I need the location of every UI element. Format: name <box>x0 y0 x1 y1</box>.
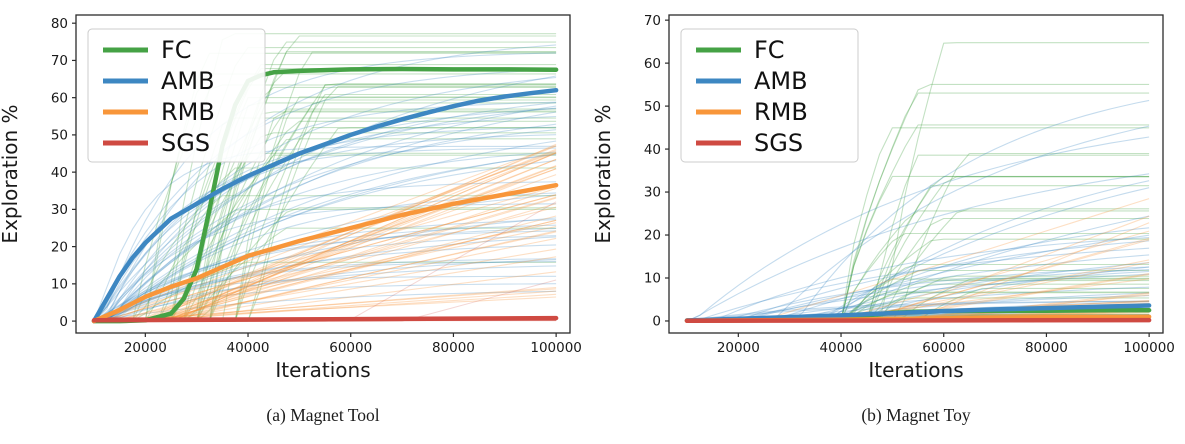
mean-line-SGS <box>91 315 559 323</box>
y-ticks: 0 10 20 30 40 50 60 70 80 <box>51 16 76 330</box>
y-tick-label: 70 <box>644 13 661 29</box>
legend-label: AMB <box>161 67 215 95</box>
x-tick-label: 60000 <box>922 340 965 356</box>
mean-line-SGS <box>684 317 1152 324</box>
panel-magnet-toy: 20000 40000 60000 80000 100000 0 10 20 30 40 50 60 7… <box>593 0 1185 444</box>
legend-label: RMB <box>161 98 215 126</box>
axes-frame <box>75 14 571 334</box>
legend-box <box>680 28 859 163</box>
legend-label: AMB <box>754 67 808 95</box>
x-ticks: 20000 40000 60000 80000 100000 <box>124 333 582 356</box>
legend-label: FC <box>754 36 785 64</box>
mean-line-AMB <box>91 87 559 324</box>
x-tick-label: 40000 <box>227 340 270 356</box>
legend-item-RMB: RMB <box>696 98 808 126</box>
y-tick-label: 30 <box>644 185 661 201</box>
line-chart-magnet-tool: 20000 40000 60000 80000 100000 0 10 20 30 40 50 60 7… <box>0 14 582 382</box>
panel-magnet-tool: 20000 40000 60000 80000 100000 0 10 20 30 40 50 60 7… <box>0 0 592 444</box>
y-tick-label: 10 <box>644 271 661 287</box>
x-axis-label: Iterations <box>868 358 963 382</box>
y-tick-label: 70 <box>51 53 68 69</box>
legend-item-FC: FC <box>696 36 785 64</box>
legend-item-RMB: RMB <box>103 98 215 126</box>
axes: 20000 40000 60000 80000 100000 0 10 20 30 40 50 60 7… <box>0 14 582 382</box>
axes: 20000 40000 60000 80000 100000 0 10 20 30 40 50 60 7… <box>593 13 1175 382</box>
y-tick-label: 20 <box>644 228 661 244</box>
y-tick-label: 50 <box>644 99 661 115</box>
axes-frame <box>668 14 1164 334</box>
x-tick-label: 20000 <box>124 340 167 356</box>
legend-box <box>87 28 266 163</box>
y-tick-label: 30 <box>51 202 68 218</box>
legend-label: RMB <box>754 98 808 126</box>
mean-line-AMB <box>684 303 1152 323</box>
legend-label: SGS <box>754 129 803 157</box>
x-tick-label: 100000 <box>1123 340 1175 356</box>
y-tick-label: 40 <box>644 142 661 158</box>
legend-item-SGS: SGS <box>103 129 210 157</box>
y-tick-label: 0 <box>652 314 661 330</box>
y-axis-label: Exploration % <box>0 104 22 243</box>
mean-line-RMB <box>91 182 559 324</box>
legend-item-AMB: AMB <box>103 67 215 95</box>
panel-caption-b: (b) Magnet Toy <box>861 405 971 425</box>
y-tick-label: 60 <box>51 90 68 106</box>
y-tick-label: 50 <box>51 128 68 144</box>
x-tick-label: 100000 <box>530 340 582 356</box>
x-tick-label: 60000 <box>329 340 372 356</box>
x-axis-label: Iterations <box>275 358 370 382</box>
y-tick-label: 0 <box>59 314 68 330</box>
y-tick-label: 10 <box>51 277 68 293</box>
x-tick-label: 20000 <box>717 340 760 356</box>
legend: FC AMB RMB SGS <box>87 28 266 163</box>
mean-lines <box>684 303 1152 324</box>
legend: FC AMB RMB SGS <box>680 28 859 163</box>
legend-label: SGS <box>161 129 210 157</box>
legend-item-FC: FC <box>103 36 192 64</box>
legend-item-SGS: SGS <box>696 129 803 157</box>
x-tick-label: 80000 <box>432 340 475 356</box>
legend-item-AMB: AMB <box>696 67 808 95</box>
y-tick-label: 80 <box>51 16 68 32</box>
x-tick-label: 40000 <box>820 340 863 356</box>
y-tick-label: 40 <box>51 165 68 181</box>
line-chart-magnet-toy: 20000 40000 60000 80000 100000 0 10 20 30 40 50 60 7… <box>593 13 1175 382</box>
x-ticks: 20000 40000 60000 80000 100000 <box>717 333 1175 356</box>
legend-label: FC <box>161 36 192 64</box>
y-tick-label: 60 <box>644 56 661 72</box>
panel-caption-a: (a) Magnet Tool <box>266 405 380 425</box>
y-axis-label: Exploration % <box>593 104 615 243</box>
y-ticks: 0 10 20 30 40 50 60 70 <box>644 13 669 330</box>
y-tick-label: 20 <box>51 239 68 255</box>
x-tick-label: 80000 <box>1025 340 1068 356</box>
